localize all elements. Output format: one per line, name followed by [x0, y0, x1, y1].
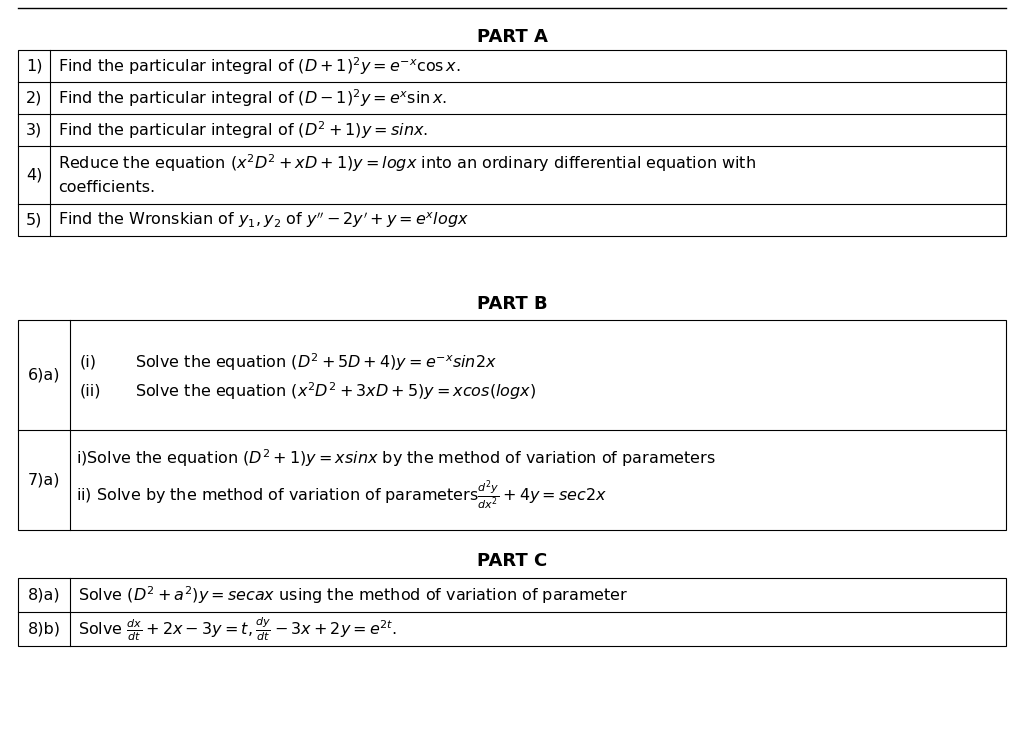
- Text: 2): 2): [26, 91, 42, 106]
- Text: Solve the equation $(D^2 + 5D + 4)y = e^{-x}sin2x$: Solve the equation $(D^2 + 5D + 4)y = e^…: [135, 351, 497, 373]
- Bar: [18, 578, 1006, 646]
- Text: (ii): (ii): [80, 384, 101, 399]
- Text: coefficients.: coefficients.: [58, 180, 155, 195]
- Text: 3): 3): [26, 122, 42, 138]
- Text: 5): 5): [26, 212, 42, 228]
- Text: (i): (i): [80, 355, 97, 369]
- Text: ii) Solve by the method of variation of parameters$\frac{d^2y}{dx^2} + 4y = sec2: ii) Solve by the method of variation of …: [76, 478, 607, 512]
- Text: Reduce the equation $(x^2D^2+xD+1)y = logx$ into an ordinary differential equati: Reduce the equation $(x^2D^2+xD+1)y = lo…: [58, 153, 756, 174]
- Text: i)Solve the equation $(D^2 + 1)y = xsinx$ by the method of variation of paramete: i)Solve the equation $(D^2 + 1)y = xsinx…: [76, 447, 716, 469]
- Text: 6)a): 6)a): [28, 367, 60, 383]
- Bar: [18, 50, 1006, 236]
- Text: 8)b): 8)b): [28, 621, 60, 637]
- Text: Find the particular integral of $(D-1)^2y = e^{x}\sin x$.: Find the particular integral of $(D-1)^2…: [58, 87, 447, 109]
- Text: Solve $(D^2 + a^2)y = secax$ using the method of variation of parameter: Solve $(D^2 + a^2)y = secax$ using the m…: [78, 584, 629, 606]
- Text: PART A: PART A: [476, 28, 548, 46]
- Text: Solve the equation $(x^2D^2 + 3xD + 5)y = xcos(logx)$: Solve the equation $(x^2D^2 + 3xD + 5)y …: [135, 381, 536, 402]
- Text: Solve $\frac{dx}{dt} + 2x - 3y = t, \frac{dy}{dt} - 3x + 2y = e^{2t}$.: Solve $\frac{dx}{dt} + 2x - 3y = t, \fra…: [78, 615, 397, 643]
- Text: 7)a): 7)a): [28, 472, 60, 488]
- Text: 4): 4): [26, 168, 42, 182]
- Text: 8)a): 8)a): [28, 587, 60, 603]
- Bar: [18, 320, 1006, 530]
- Text: Find the particular integral of $(D+1)^2y = e^{-x}\cos x$.: Find the particular integral of $(D+1)^2…: [58, 55, 461, 77]
- Text: PART C: PART C: [477, 552, 547, 570]
- Text: PART B: PART B: [477, 295, 547, 313]
- Text: Find the Wronskian of $y_1, y_2$ of $y'' - 2y' + y = e^x logx$: Find the Wronskian of $y_1, y_2$ of $y''…: [58, 210, 469, 230]
- Text: Find the particular integral of $(D^2+1)y = sinx$.: Find the particular integral of $(D^2+1)…: [58, 119, 428, 141]
- Text: 1): 1): [26, 58, 42, 73]
